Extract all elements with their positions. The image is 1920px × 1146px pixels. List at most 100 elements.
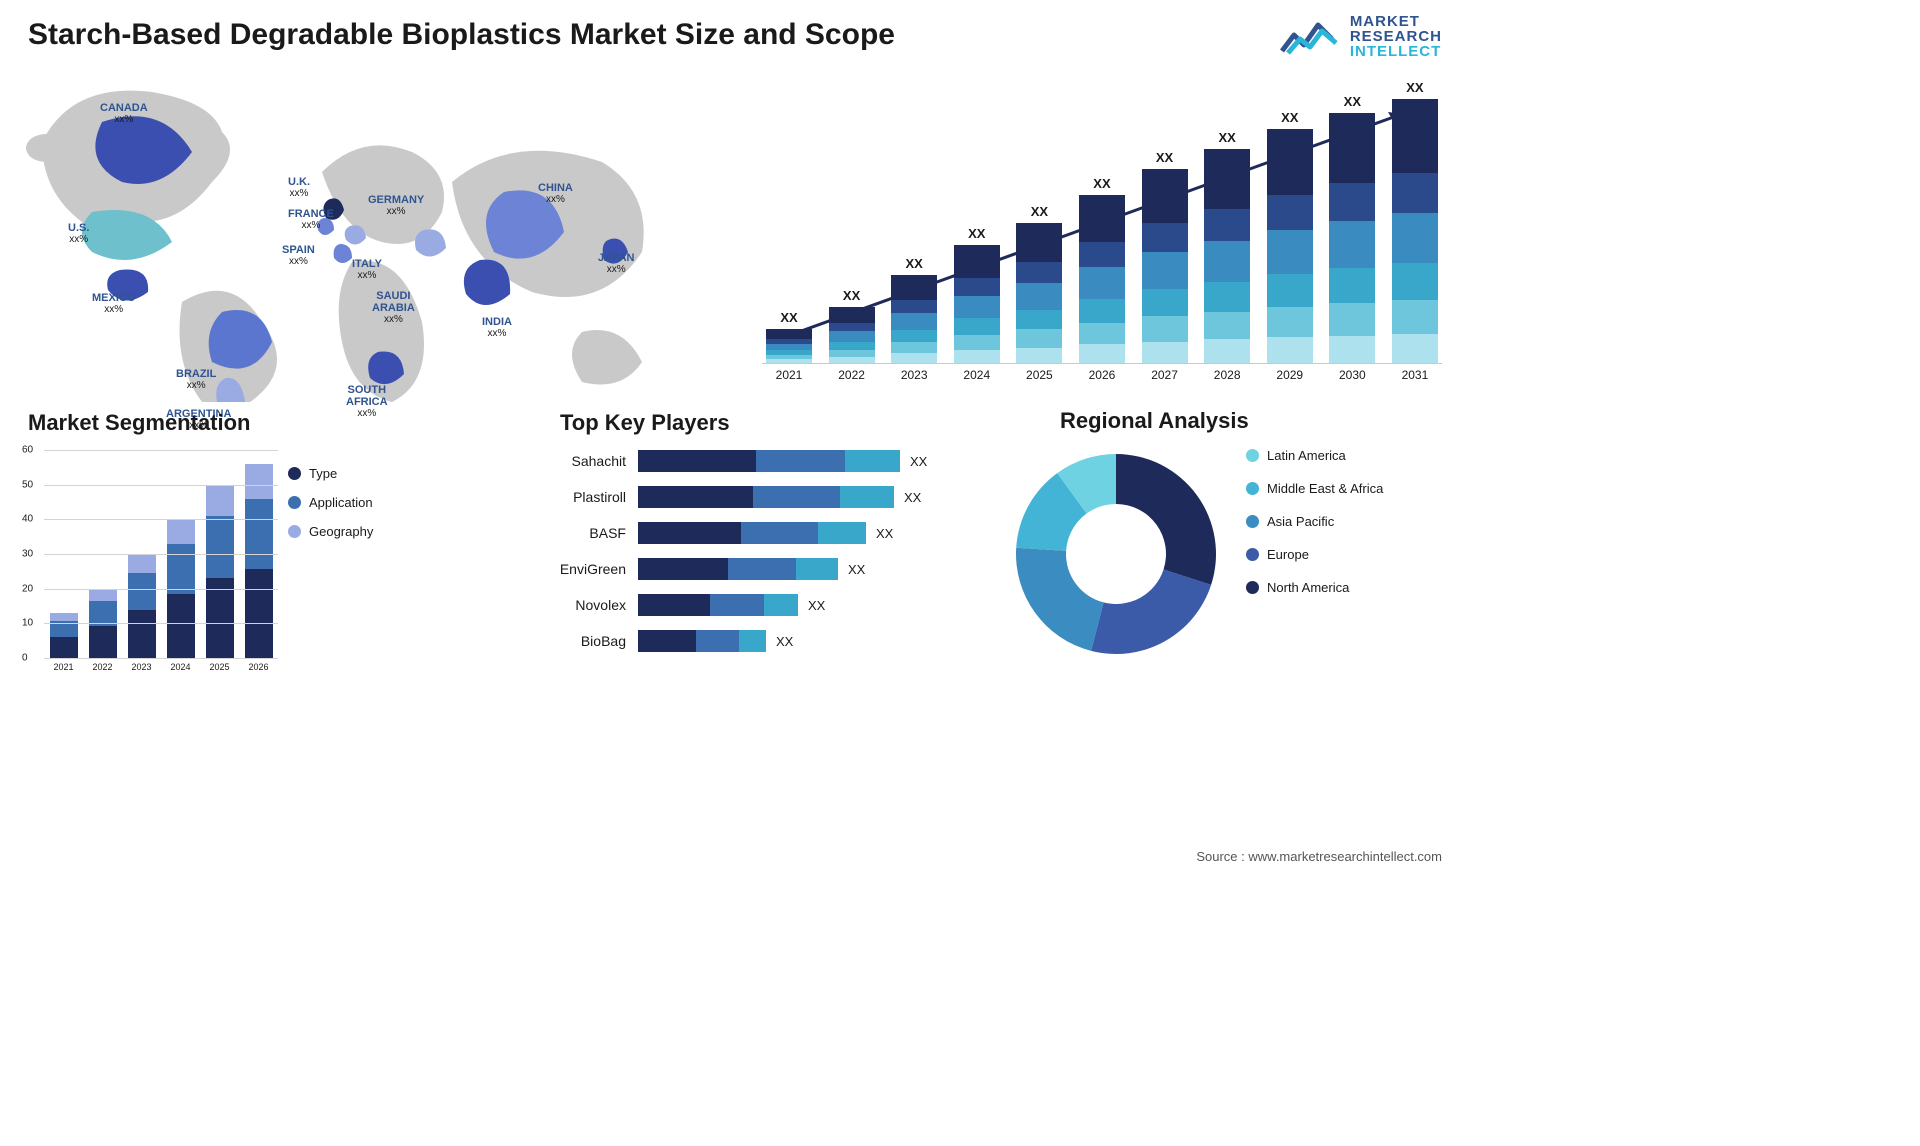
seg-legend-item: Geography [288, 524, 428, 539]
growth-bar: XX [825, 288, 879, 363]
key-player-row: Sahachit XX [518, 448, 978, 474]
seg-year-label: 2023 [131, 662, 151, 680]
segmentation-bar [128, 554, 156, 658]
growth-bar-value: XX [968, 226, 985, 241]
map-label: MEXICOxx% [92, 292, 135, 315]
map-label: SPAINxx% [282, 244, 315, 267]
key-player-row: BASF XX [518, 520, 978, 546]
growth-year-label: 2025 [1012, 368, 1066, 388]
map-label: JAPANxx% [598, 252, 634, 275]
growth-bar: XX [1012, 204, 1066, 363]
segmentation-heading: Market Segmentation [28, 410, 251, 436]
growth-bar: XX [762, 310, 816, 363]
growth-bar: XX [1138, 150, 1192, 363]
growth-bar-value: XX [1406, 80, 1423, 95]
seg-year-label: 2024 [170, 662, 190, 680]
segmentation-bar [206, 485, 234, 658]
map-label: GERMANYxx% [368, 194, 424, 217]
brand-logo: MARKET RESEARCH INTELLECT [1280, 14, 1442, 59]
growth-year-label: 2029 [1263, 368, 1317, 388]
key-player-value: XX [776, 634, 793, 649]
key-player-name: EnviGreen [518, 561, 638, 577]
segmentation-bar [50, 613, 78, 658]
key-player-value: XX [876, 526, 893, 541]
key-player-value: XX [904, 490, 921, 505]
growth-year-label: 2023 [887, 368, 941, 388]
growth-bar: XX [1075, 176, 1129, 363]
map-label: SOUTHAFRICAxx% [346, 384, 388, 419]
regional-heading: Regional Analysis [1060, 408, 1249, 434]
key-player-name: Novolex [518, 597, 638, 613]
seg-ytick: 30 [22, 549, 33, 560]
page-title: Starch-Based Degradable Bioplastics Mark… [28, 18, 895, 52]
growth-bar: XX [1388, 80, 1442, 363]
seg-ytick: 20 [22, 583, 33, 594]
key-player-row: EnviGreen XX [518, 556, 978, 582]
key-player-name: BASF [518, 525, 638, 541]
regional-legend-item: Latin America [1246, 448, 1442, 463]
seg-year-label: 2022 [92, 662, 112, 680]
growth-bar: XX [1325, 94, 1379, 363]
seg-legend-item: Application [288, 495, 428, 510]
growth-bar-value: XX [1281, 110, 1298, 125]
logo-text-2: RESEARCH [1350, 29, 1442, 44]
donut-slice [1016, 548, 1104, 651]
growth-bar-value: XX [1218, 130, 1235, 145]
logo-mark-icon [1280, 17, 1342, 57]
growth-bar-value: XX [1093, 176, 1110, 191]
donut-slice [1116, 454, 1216, 585]
growth-year-label: 2026 [1075, 368, 1129, 388]
growth-year-label: 2024 [950, 368, 1004, 388]
key-player-name: Sahachit [518, 453, 638, 469]
key-player-row: Plastiroll XX [518, 484, 978, 510]
map-label: ITALYxx% [352, 258, 382, 281]
seg-ytick: 60 [22, 445, 33, 456]
key-player-name: Plastiroll [518, 489, 638, 505]
growth-year-label: 2027 [1138, 368, 1192, 388]
regional-donut [1006, 444, 1226, 664]
key-player-name: BioBag [518, 633, 638, 649]
key-player-value: XX [808, 598, 825, 613]
key-player-value: XX [910, 454, 927, 469]
growth-bar: XX [1200, 130, 1254, 363]
map-label: FRANCExx% [288, 208, 334, 231]
key-player-value: XX [848, 562, 865, 577]
seg-year-label: 2025 [209, 662, 229, 680]
map-label: INDIAxx% [482, 316, 512, 339]
seg-year-label: 2021 [53, 662, 73, 680]
seg-ytick: 0 [22, 653, 28, 664]
key-players-heading: Top Key Players [560, 410, 730, 436]
map-label: BRAZILxx% [176, 368, 216, 391]
segmentation-legend: Type Application Geography [288, 466, 428, 553]
growth-year-label: 2022 [825, 368, 879, 388]
key-players-chart: SahachitXXPlastirollXXBASFXXEnviGreenXXN… [518, 448, 978, 664]
key-player-row: Novolex XX [518, 592, 978, 618]
growth-bar: XX [1263, 110, 1317, 363]
map-label: CANADAxx% [100, 102, 148, 125]
growth-year-label: 2021 [762, 368, 816, 388]
growth-bar-value: XX [1031, 204, 1048, 219]
seg-ytick: 10 [22, 618, 33, 629]
seg-year-label: 2026 [248, 662, 268, 680]
regional-legend-item: Middle East & Africa [1246, 481, 1442, 496]
growth-bar-value: XX [906, 256, 923, 271]
growth-chart: XXXXXXXXXXXXXXXXXXXXXX 20212022202320242… [762, 88, 1442, 388]
regional-legend-item: North America [1246, 580, 1442, 595]
growth-bar: XX [950, 226, 1004, 363]
segmentation-chart: 0102030405060 202120222023202420252026 [18, 450, 278, 680]
growth-bar-value: XX [843, 288, 860, 303]
growth-bar: XX [887, 256, 941, 363]
logo-text-3: INTELLECT [1350, 44, 1442, 59]
source-attribution: Source : www.marketresearchintellect.com [1196, 849, 1442, 864]
regional-legend: Latin America Middle East & Africa Asia Pa… [1246, 448, 1442, 613]
donut-slice [1091, 569, 1211, 654]
segmentation-bar [245, 464, 273, 658]
seg-legend-item: Type [288, 466, 428, 481]
growth-year-label: 2028 [1200, 368, 1254, 388]
regional-legend-item: Asia Pacific [1246, 514, 1442, 529]
map-label: U.S.xx% [68, 222, 89, 245]
map-label: CHINAxx% [538, 182, 573, 205]
growth-year-label: 2031 [1388, 368, 1442, 388]
growth-bar-value: XX [1344, 94, 1361, 109]
map-label: U.K.xx% [288, 176, 310, 199]
